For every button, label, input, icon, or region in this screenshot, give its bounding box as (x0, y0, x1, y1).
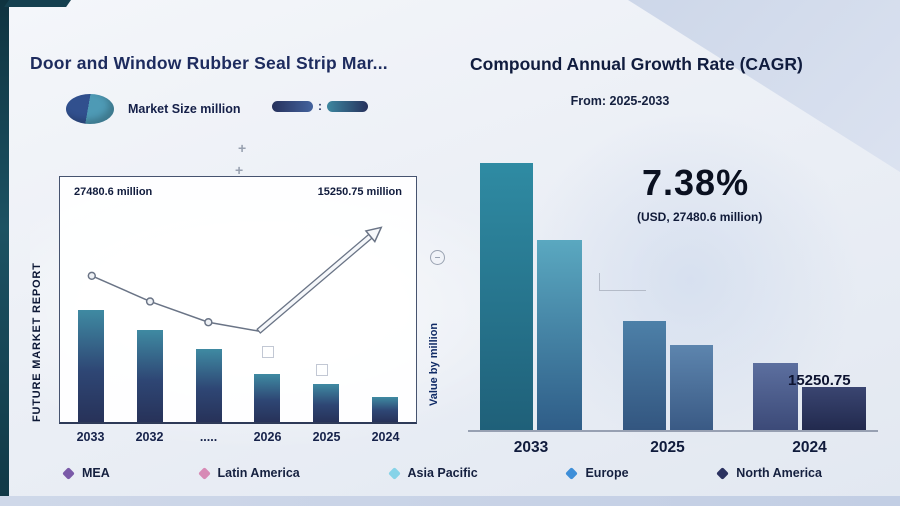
circle-minus-icon: – (430, 250, 445, 265)
cagr-bar-2024-2 (802, 387, 866, 430)
left-x-label: 2024 (371, 430, 400, 444)
start-value-label: 27480.6 million (74, 186, 153, 198)
legend-diamond-icon (197, 466, 211, 480)
chart-value-labels: 27480.6 million 15250.75 million (60, 186, 416, 198)
region-legend: MEA Latin America Asia Pacific Europe North … (62, 466, 822, 480)
left-x-label: 2026 (253, 430, 282, 444)
left-edge-stripe (0, 0, 9, 506)
right-x-label: 2024 (792, 439, 827, 456)
legend-label: MEA (82, 466, 110, 480)
cagr-bar-2033-1 (480, 163, 533, 430)
right-x-axis: 2033 2025 2024 (468, 439, 878, 457)
left-x-label: ..... (199, 430, 218, 444)
cagr-bar-2033-2 (537, 240, 582, 430)
market-size-bar-2033 (78, 310, 104, 422)
scale-separator: : (318, 99, 322, 113)
legend-item-europe: Europe (565, 466, 629, 480)
market-size-bar-..... (195, 349, 222, 422)
cagr-bar-group-2024 (753, 363, 866, 430)
cagr-value: 7.38% (642, 162, 750, 203)
legend-item-north-america: North America (716, 466, 822, 480)
bottom-strip (0, 496, 900, 506)
legend-label: North America (736, 466, 822, 480)
cagr-bar-2024-1 (753, 363, 798, 430)
legend-label: Europe (585, 466, 629, 480)
cagr-note: (USD, 27480.6 million) (637, 210, 763, 224)
legend-item-latin-america: Latin America (197, 466, 300, 480)
legend-diamond-icon (62, 466, 75, 480)
corner-bracket-decoration (599, 273, 646, 291)
market-size-chart: 27480.6 million 15250.75 million (59, 176, 417, 424)
cagr-bar-group-2025 (622, 321, 713, 430)
scale-pill-dark-icon (272, 101, 313, 112)
cagr-bar-group-2033 (480, 163, 582, 430)
legend-label: Latin America (217, 466, 300, 480)
right-chart-title: Compound Annual Growth Rate (CAGR) (470, 54, 803, 74)
scale-pill-teal-icon (327, 101, 368, 112)
left-x-axis: 2033 2032..... 2026 2025 2024 (59, 430, 417, 444)
market-size-bar-2025 (313, 384, 340, 422)
scale-indicator: : (272, 99, 368, 113)
left-x-label: 2032 (135, 430, 164, 444)
market-size-bar-2026 (254, 374, 281, 422)
market-size-legend-label: Market Size million (128, 102, 241, 116)
market-size-bars (60, 310, 416, 422)
plus-icon: + (238, 140, 247, 156)
plus-icon: + (235, 162, 244, 178)
end-value-label: 15250.75 million (317, 186, 402, 198)
top-left-accent (4, 0, 71, 7)
square-decoration-icon (316, 364, 328, 376)
left-x-label: 2025 (312, 430, 341, 444)
left-x-label: 2033 (76, 430, 105, 444)
market-size-legend: Market Size million (66, 94, 241, 124)
legend-label: Asia Pacific (407, 466, 478, 480)
legend-diamond-icon (716, 466, 730, 480)
cagr-bar-2025-1 (622, 321, 666, 430)
market-size-bar-2032 (136, 330, 163, 422)
watermark-vertical: FUTURE MARKET REPORT (31, 262, 43, 422)
left-chart-title: Door and Window Rubber Seal Strip Mar... (30, 53, 388, 73)
value-axis-label: Value by million (428, 322, 440, 406)
legend-item-asia-pacific: Asia Pacific (387, 466, 478, 480)
cagr-chart (468, 158, 878, 432)
cagr-period: From: 2025-2033 (570, 94, 670, 108)
legend-diamond-icon (387, 466, 401, 480)
legend-item-mea: MEA (62, 466, 110, 480)
legend-diamond-icon (565, 466, 579, 480)
right-x-label: 2025 (650, 439, 685, 456)
square-decoration-icon (262, 346, 274, 358)
market-size-bar-2024 (371, 397, 398, 422)
right-x-label: 2033 (513, 439, 549, 456)
cagr-bar-2025-2 (669, 345, 713, 430)
cagr-end-value-label: 15250.75 (788, 372, 851, 389)
market-size-icon (66, 94, 114, 124)
